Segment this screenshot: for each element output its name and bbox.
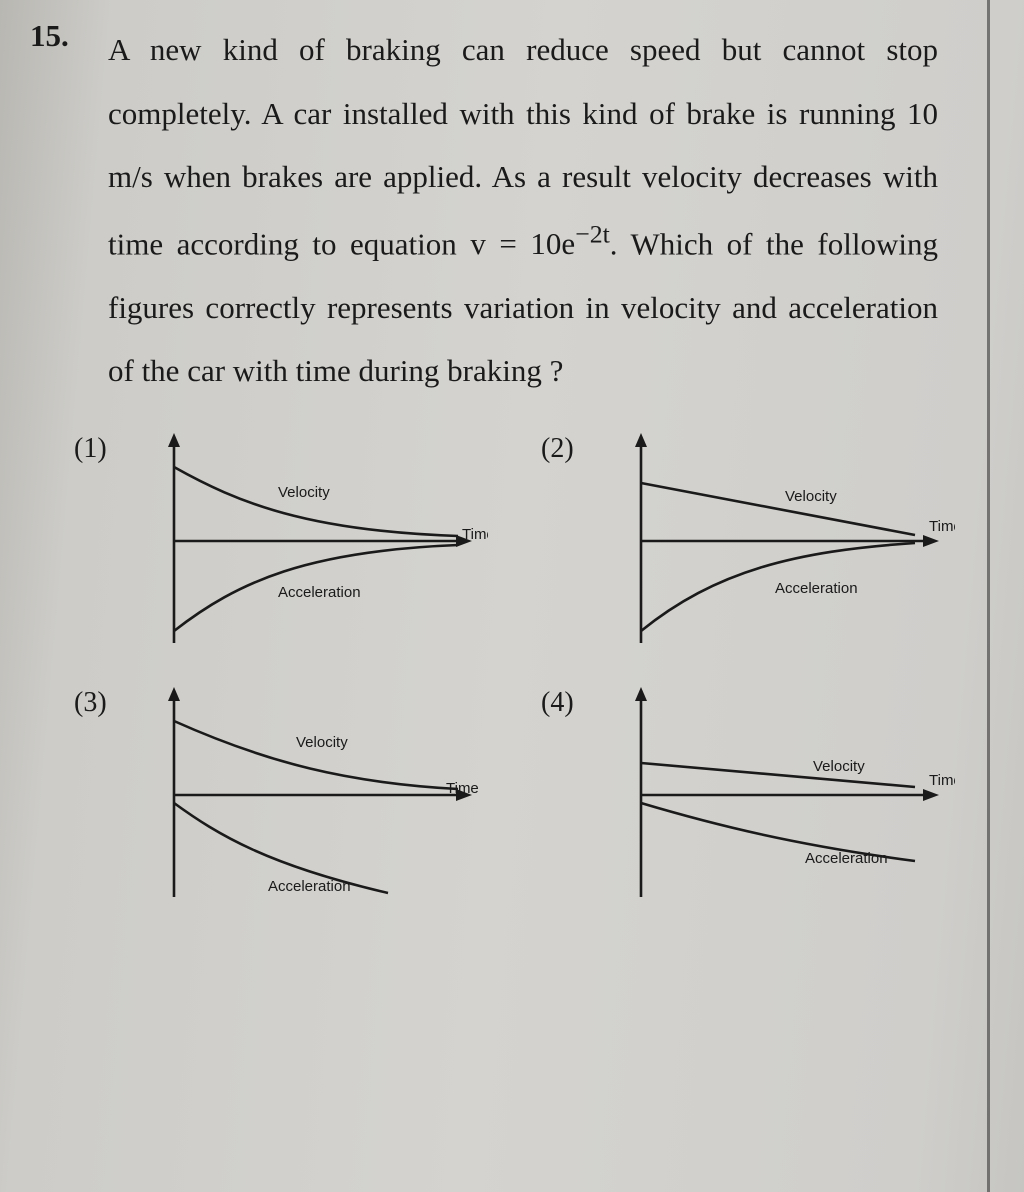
velocity-curve [174,721,458,789]
axes [635,433,939,643]
graph-1-svg: Velocity Acceleration Time [128,431,488,651]
axes [168,433,472,643]
velocity-label: Velocity [785,488,837,505]
acceleration-label: Acceleration [278,584,361,601]
y-arrow-icon [168,687,180,701]
acceleration-label: Acceleration [268,878,351,895]
acceleration-label: Acceleration [775,580,858,597]
axes [168,687,472,897]
question-number: 15. [30,18,69,54]
y-arrow-icon [168,433,180,447]
option-2-label: (2) [541,433,589,465]
option-3-label: (3) [74,687,122,719]
option-1[interactable]: (1) Velocity Acceleration Time [74,431,501,651]
equation: v = 10e−2t [470,226,609,261]
graph-3-svg: Velocity Acceleration Time [128,685,488,905]
option-3-graph: Velocity Acceleration Time [128,685,488,905]
velocity-curve [174,467,458,536]
axes [635,687,939,897]
velocity-label: Velocity [813,758,865,775]
x-arrow-icon [923,789,939,801]
velocity-curve [641,483,915,535]
question-text: A new kind of braking can reduce speed b… [108,18,938,403]
option-2-graph: Velocity Acceleration Time [595,431,955,651]
graph-2-svg: Velocity Acceleration Time [595,431,955,651]
time-label: Time [462,526,488,543]
y-arrow-icon [635,687,647,701]
eq-base: v = 10e [470,226,575,261]
x-arrow-icon [923,535,939,547]
option-2[interactable]: (2) Velocity Acceleration Time [541,431,968,651]
option-1-label: (1) [74,433,122,465]
acceleration-label: Acceleration [805,850,888,867]
option-4[interactable]: (4) Velocity Acceleration Time [541,685,968,905]
option-3[interactable]: (3) Velocity Acceleration Time [74,685,501,905]
time-label: Time [446,780,479,797]
time-label: Time [929,518,955,535]
y-arrow-icon [635,433,647,447]
page: 15. A new kind of braking can reduce spe… [0,0,1024,1192]
option-4-label: (4) [541,687,589,719]
eq-exponent: −2t [575,220,610,249]
option-1-graph: Velocity Acceleration Time [128,431,488,651]
answer-grid: (1) Velocity Acceleration Time [74,431,968,905]
velocity-label: Velocity [296,734,348,751]
graph-4-svg: Velocity Acceleration Time [595,685,955,905]
option-4-graph: Velocity Acceleration Time [595,685,955,905]
time-label: Time [929,772,955,789]
right-margin-rule [987,0,990,1192]
velocity-label: Velocity [278,484,330,501]
velocity-curve [641,763,915,787]
